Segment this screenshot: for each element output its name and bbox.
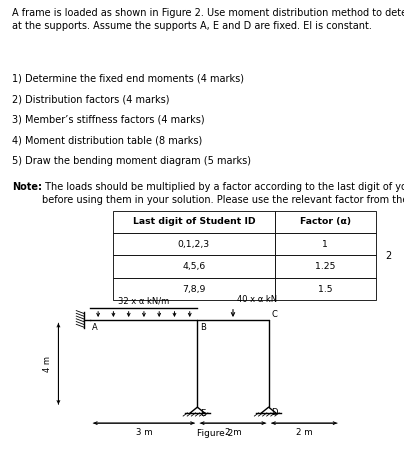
Text: 4 m: 4 m bbox=[43, 356, 52, 372]
Text: 0,1,2,3: 0,1,2,3 bbox=[178, 240, 210, 249]
Text: 2 m: 2 m bbox=[225, 428, 241, 437]
Text: The loads should be multiplied by a factor according to the last digit of your s: The loads should be multiplied by a fact… bbox=[42, 182, 404, 205]
Text: 7,8,9: 7,8,9 bbox=[182, 285, 206, 293]
Text: 4) Moment distribution table (8 marks): 4) Moment distribution table (8 marks) bbox=[12, 135, 202, 146]
Text: 2: 2 bbox=[386, 251, 392, 261]
Text: 2) Distribution factors (4 marks): 2) Distribution factors (4 marks) bbox=[12, 94, 170, 104]
Text: A frame is loaded as shown in Figure 2. Use moment distribution method to determ: A frame is loaded as shown in Figure 2. … bbox=[12, 8, 404, 31]
Text: 40 x α kN: 40 x α kN bbox=[237, 295, 277, 304]
Text: B: B bbox=[200, 323, 206, 332]
Bar bbox=[275, 278, 376, 300]
Bar bbox=[113, 255, 275, 278]
Bar bbox=[113, 278, 275, 300]
Text: A: A bbox=[92, 323, 98, 332]
Text: 2 m: 2 m bbox=[296, 428, 313, 437]
Text: 1: 1 bbox=[322, 240, 328, 249]
Text: 3 m: 3 m bbox=[136, 428, 152, 437]
Text: Figure 2: Figure 2 bbox=[197, 429, 234, 438]
Bar bbox=[275, 211, 376, 233]
Text: E: E bbox=[200, 409, 206, 418]
Text: 3) Member’s stiffness factors (4 marks): 3) Member’s stiffness factors (4 marks) bbox=[12, 115, 205, 125]
Text: 1.25: 1.25 bbox=[315, 262, 335, 271]
Text: 4,5,6: 4,5,6 bbox=[182, 262, 206, 271]
Text: Factor (α): Factor (α) bbox=[300, 217, 351, 226]
Text: 5) Draw the bending moment diagram (5 marks): 5) Draw the bending moment diagram (5 ma… bbox=[12, 156, 251, 166]
Bar bbox=[113, 211, 275, 233]
Text: D: D bbox=[271, 408, 278, 417]
Bar bbox=[113, 233, 275, 255]
Text: Note:: Note: bbox=[12, 182, 42, 192]
Text: 32 x α kN/m: 32 x α kN/m bbox=[118, 296, 170, 305]
Text: Last digit of Student ID: Last digit of Student ID bbox=[133, 217, 255, 226]
Text: C: C bbox=[271, 310, 278, 319]
Bar bbox=[275, 255, 376, 278]
Text: 1) Determine the fixed end moments (4 marks): 1) Determine the fixed end moments (4 ma… bbox=[12, 74, 244, 84]
Bar bbox=[275, 233, 376, 255]
Text: 1.5: 1.5 bbox=[318, 285, 332, 293]
